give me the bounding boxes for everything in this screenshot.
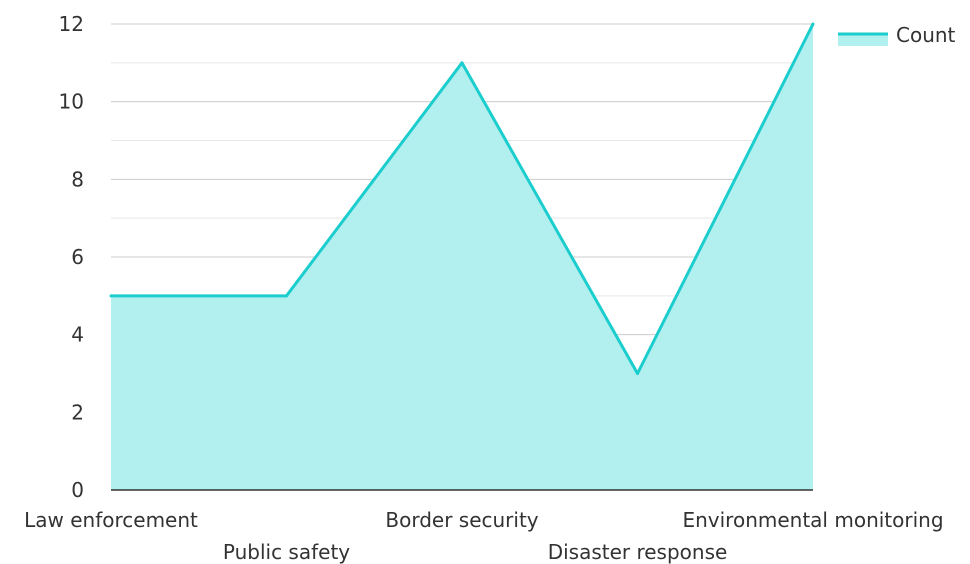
y-tick-label: 4: [71, 323, 84, 347]
data-point: [811, 22, 815, 26]
legend-label-count: Count: [896, 23, 956, 47]
x-tick-label: Border security: [385, 508, 538, 532]
legend-swatch: [838, 34, 888, 46]
x-tick-label: Public safety: [223, 540, 350, 564]
y-tick-label: 6: [71, 245, 84, 269]
x-tick-label: Law enforcement: [24, 508, 198, 532]
y-tick-label: 2: [71, 400, 84, 424]
y-tick-label: 0: [71, 478, 84, 502]
data-point: [460, 61, 464, 65]
series-area: [109, 22, 815, 490]
x-tick-label: Disaster response: [548, 540, 728, 564]
y-tick-label: 10: [59, 90, 84, 114]
y-tick-label: 12: [59, 12, 84, 36]
x-tick-label: Environmental monitoring: [682, 508, 943, 532]
legend: Count: [838, 23, 956, 47]
x-axis-tick-labels: Law enforcement Public safety Border secur…: [24, 508, 943, 564]
data-point: [636, 372, 639, 375]
y-axis-tick-labels: 0 2 4 6 8 10 12: [59, 12, 84, 502]
data-point: [285, 294, 288, 298]
y-tick-label: 8: [71, 167, 84, 191]
data-point: [109, 294, 113, 298]
